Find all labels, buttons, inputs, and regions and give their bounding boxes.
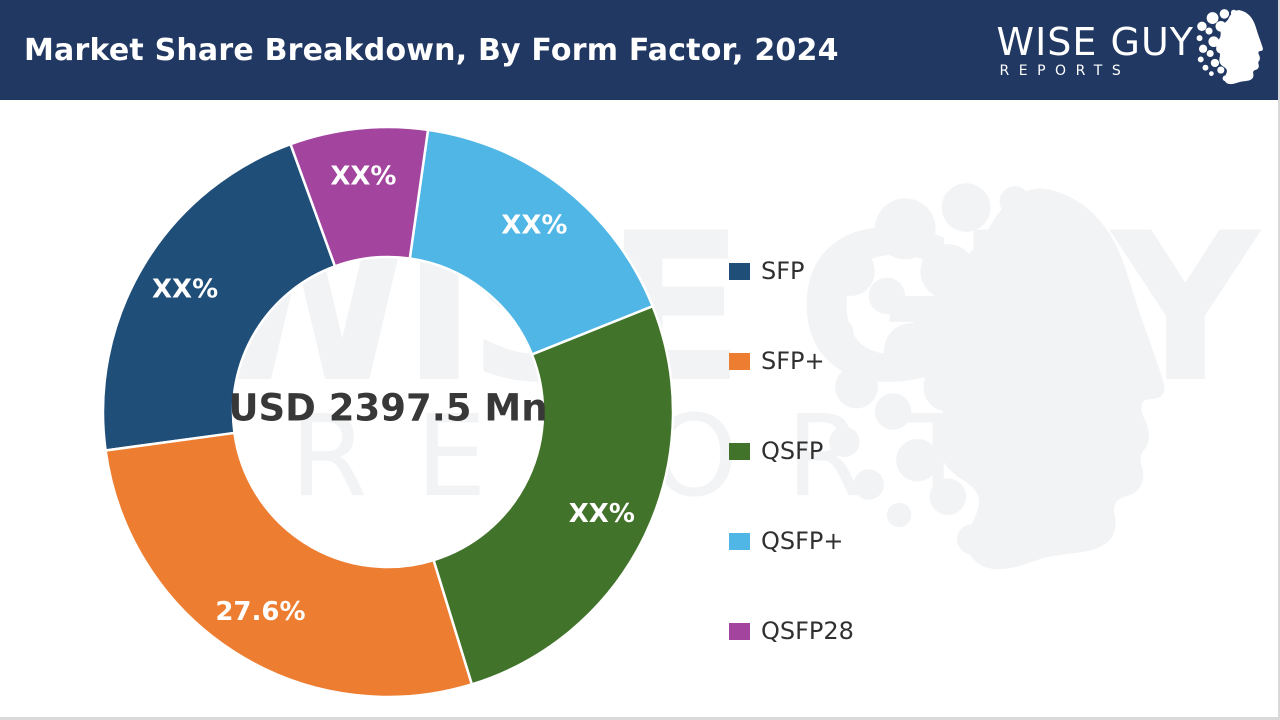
legend-label: SFP+ — [761, 347, 825, 375]
logo-subtitle: REPORTS — [999, 63, 1131, 79]
slice-value-label-sfp+: 27.6% — [215, 597, 305, 627]
legend-swatch-icon — [729, 352, 750, 370]
chart-legend: SFP SFP+ QSFP QSFP+ QSFP28 — [729, 257, 854, 645]
legend-label: QSFP28 — [761, 617, 854, 645]
logo-text: WISE GUY REPORTS — [997, 22, 1194, 79]
donut-slice-qsfp28 — [289, 125, 430, 268]
slice-value-label-qsfp+: XX% — [501, 211, 567, 241]
page-title: Market Share Breakdown, By Form Factor, … — [24, 32, 839, 68]
legend-swatch-icon — [729, 262, 750, 280]
legend-label: QSFP — [761, 437, 824, 465]
legend-swatch-icon — [729, 622, 750, 640]
slice-value-label-sfp: XX% — [152, 275, 218, 305]
logo-wordmark: WISE GUY — [996, 20, 1194, 64]
slice-value-label-qsfp28: XX% — [330, 161, 396, 191]
slice-value-label-qsfp: XX% — [569, 499, 635, 529]
legend-item-sfp: SFP — [729, 257, 854, 285]
donut-slice-sfp — [101, 142, 337, 452]
legend-label: SFP — [761, 257, 805, 285]
legend-item-qsfp: QSFP — [729, 437, 854, 465]
header-bar: Market Share Breakdown, By Form Factor, … — [0, 0, 1278, 100]
logo-face-icon — [1196, 8, 1264, 86]
wise-guy-reports-logo: WISE GUY REPORTS — [997, 8, 1264, 86]
donut-slice-sfp+ — [104, 431, 474, 699]
legend-swatch-icon — [729, 442, 750, 460]
chart-center-value: USD 2397.5 Mn — [228, 386, 548, 430]
legend-item-qsfp28: QSFP28 — [729, 617, 854, 645]
legend-label: QSFP+ — [761, 527, 844, 555]
donut-slice-qsfp+ — [408, 128, 654, 356]
legend-swatch-icon — [729, 532, 750, 550]
legend-item-qsfp+: QSFP+ — [729, 527, 854, 555]
donut-slice-qsfp — [432, 304, 675, 686]
legend-item-sfp+: SFP+ — [729, 347, 854, 375]
